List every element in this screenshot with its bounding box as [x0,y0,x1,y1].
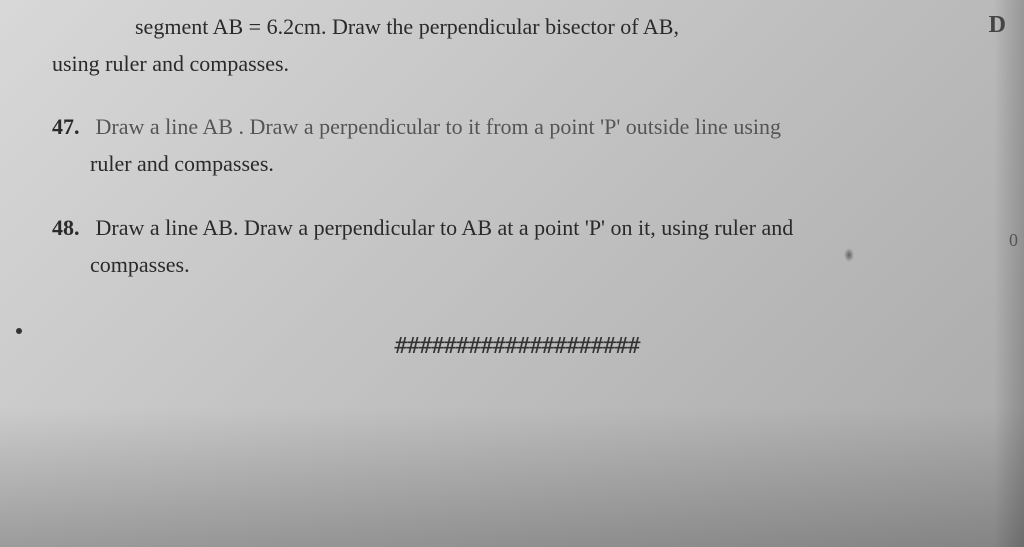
question-47-text1: Draw a line AB . Draw a perpendicular to… [96,114,782,139]
question-47-text2: ruler and compasses. [90,151,274,176]
question-48-text2: compasses. [90,252,190,277]
question-48: 48. Draw a line AB. Draw a perpendicular… [50,209,984,284]
question-47: 47. Draw a line AB . Draw a perpendicula… [50,108,984,183]
document-page: segment AB = 6.2cm. Draw the perpendicul… [0,0,1024,379]
question-47-line2: ruler and compasses. [50,145,984,182]
partial-question-line1: segment AB = 6.2cm. Draw the perpendicul… [50,10,984,43]
margin-dot-icon [16,328,22,334]
ink-smudge-icon [844,248,854,262]
partial-text-1: segment AB = 6.2cm. Draw the perpendicul… [135,14,679,39]
question-48-line1: 48. Draw a line AB. Draw a perpendicular… [50,209,984,246]
section-divider: #################### [50,334,984,359]
partial-text-2: using ruler and compasses. [52,51,289,76]
question-47-number: 47. [52,108,90,145]
question-47-line1: 47. Draw a line AB . Draw a perpendicula… [50,108,984,145]
partial-question-line2: using ruler and compasses. [50,47,984,80]
question-48-number: 48. [52,209,90,246]
page-bottom-shadow [0,407,1024,547]
question-48-text1: Draw a line AB. Draw a perpendicular to … [96,215,794,240]
